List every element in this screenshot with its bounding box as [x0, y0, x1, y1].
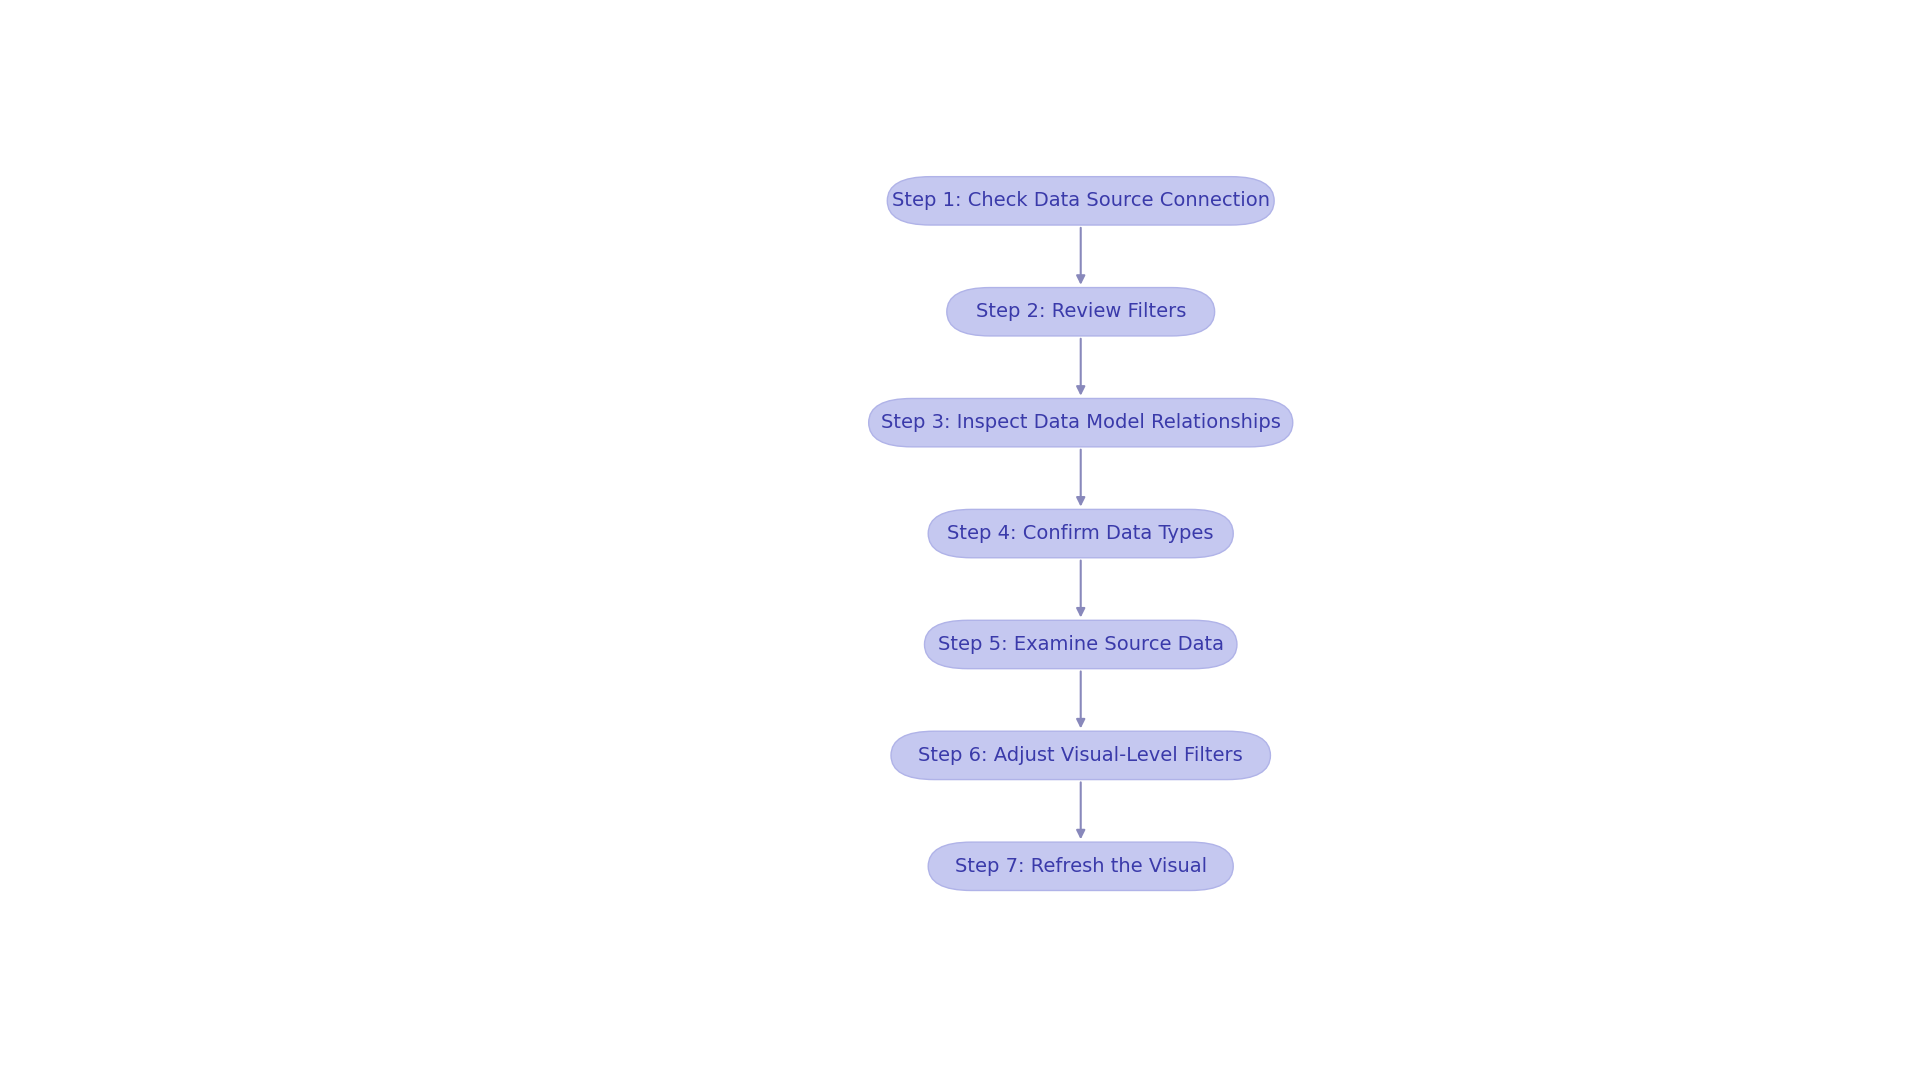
FancyBboxPatch shape [868, 399, 1292, 447]
FancyBboxPatch shape [927, 509, 1233, 558]
Text: Step 2: Review Filters: Step 2: Review Filters [975, 302, 1187, 322]
Text: Step 7: Refresh the Visual: Step 7: Refresh the Visual [954, 857, 1208, 876]
Text: Step 4: Confirm Data Types: Step 4: Confirm Data Types [947, 524, 1213, 543]
Text: Step 6: Adjust Visual-Level Filters: Step 6: Adjust Visual-Level Filters [918, 746, 1242, 765]
Text: Step 1: Check Data Source Connection: Step 1: Check Data Source Connection [891, 192, 1269, 210]
FancyBboxPatch shape [924, 621, 1236, 668]
FancyBboxPatch shape [947, 288, 1215, 336]
Text: Step 5: Examine Source Data: Step 5: Examine Source Data [937, 635, 1223, 654]
FancyBboxPatch shape [891, 731, 1271, 780]
FancyBboxPatch shape [927, 843, 1233, 890]
Text: Step 3: Inspect Data Model Relationships: Step 3: Inspect Data Model Relationships [881, 413, 1281, 432]
FancyBboxPatch shape [887, 177, 1275, 225]
